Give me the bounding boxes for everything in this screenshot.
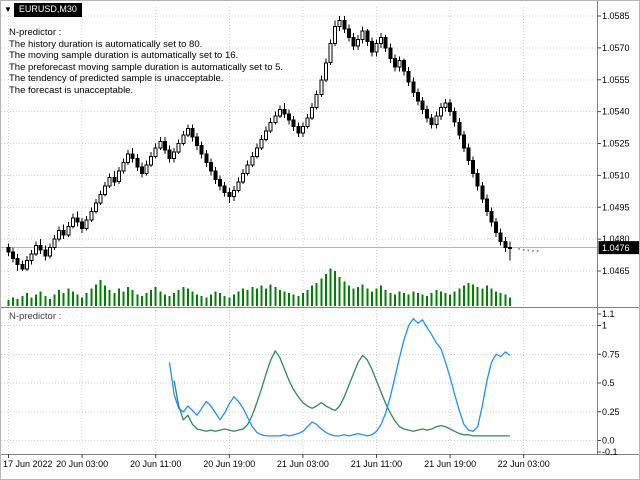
indicator-line-blue: [168, 317, 511, 437]
price-axis-label: 1.0510: [602, 170, 630, 180]
comment-line: The history duration is automatically se…: [9, 38, 203, 50]
price-axis-label: 1.0525: [602, 139, 630, 149]
time-axis-label: 17 Jun 2022: [3, 459, 53, 469]
indicator-axis-label: 1.1: [602, 309, 615, 319]
subwindow-indicator-label: N-predictor :: [9, 311, 62, 322]
current-price-label: 1.0476: [602, 243, 630, 253]
indicator-line-green: [173, 350, 510, 437]
price-axis[interactable]: 1.0585 1.0570 1.0555 1.0540 1.0525 1.0510 1.04…: [597, 11, 640, 457]
symbol-label: EURUSD,M30: [13, 3, 82, 17]
volume-bars: [7, 268, 511, 307]
time-axis-label: 21 Jun 11:00: [351, 459, 402, 469]
price-axis-label: 1.0465: [602, 266, 630, 276]
time-axis-label: 20 Jun 03:00: [56, 459, 108, 469]
indicator-axis-label: 1: [602, 321, 607, 331]
comment-line: N-predictor :: [9, 27, 62, 38]
indicator-axis-label: -0.1: [602, 447, 618, 457]
candles-layer: [6, 16, 512, 271]
current-price-box: 1.0476: [598, 241, 639, 255]
indicator-lines: [168, 317, 511, 437]
forecast-dots: [518, 247, 539, 252]
price-axis-label: 1.0540: [602, 107, 630, 117]
comment-line: The preforecast moving sample duration i…: [9, 61, 284, 73]
price-axis-label: 1.0570: [602, 43, 630, 53]
dropdown-triangle-icon: ▼: [4, 5, 12, 14]
price-axis-label: 1.0585: [602, 11, 630, 21]
comment-line: The forecast is unacceptable.: [9, 84, 134, 96]
price-axis-label: 1.0555: [602, 75, 630, 85]
time-axis-label: 20 Jun 11:00: [130, 459, 181, 469]
time-axis-label: 22 Jun 03:00: [498, 459, 550, 469]
indicator-axis-label: 0.75: [602, 349, 620, 359]
indicator-axis-label: 0.25: [602, 407, 620, 417]
time-axis-label: 20 Jun 19:00: [203, 459, 255, 469]
indicator-comment: N-predictor : The history duration is au…: [9, 27, 283, 96]
pane-separators[interactable]: [1, 1, 640, 455]
time-axis[interactable]: 17 Jun 2022 20 Jun 03:00 20 Jun 11:00 20 Ju…: [3, 454, 550, 469]
comment-line: The moving sample duration is automatica…: [9, 50, 239, 61]
indicator-axis-label: 0.5: [602, 378, 615, 388]
comment-line: The tendency of predicted sample is unac…: [9, 73, 224, 84]
indicator-axis-label: 0.0: [602, 436, 615, 446]
time-axis-label: 21 Jun 19:00: [424, 459, 476, 469]
price-axis-label: 1.0495: [602, 202, 630, 212]
price-axis-label: 1.0480: [602, 234, 630, 244]
symbol-badge[interactable]: ▼ EURUSD,M30: [4, 3, 82, 17]
time-axis-label: 21 Jun 03:00: [277, 459, 329, 469]
